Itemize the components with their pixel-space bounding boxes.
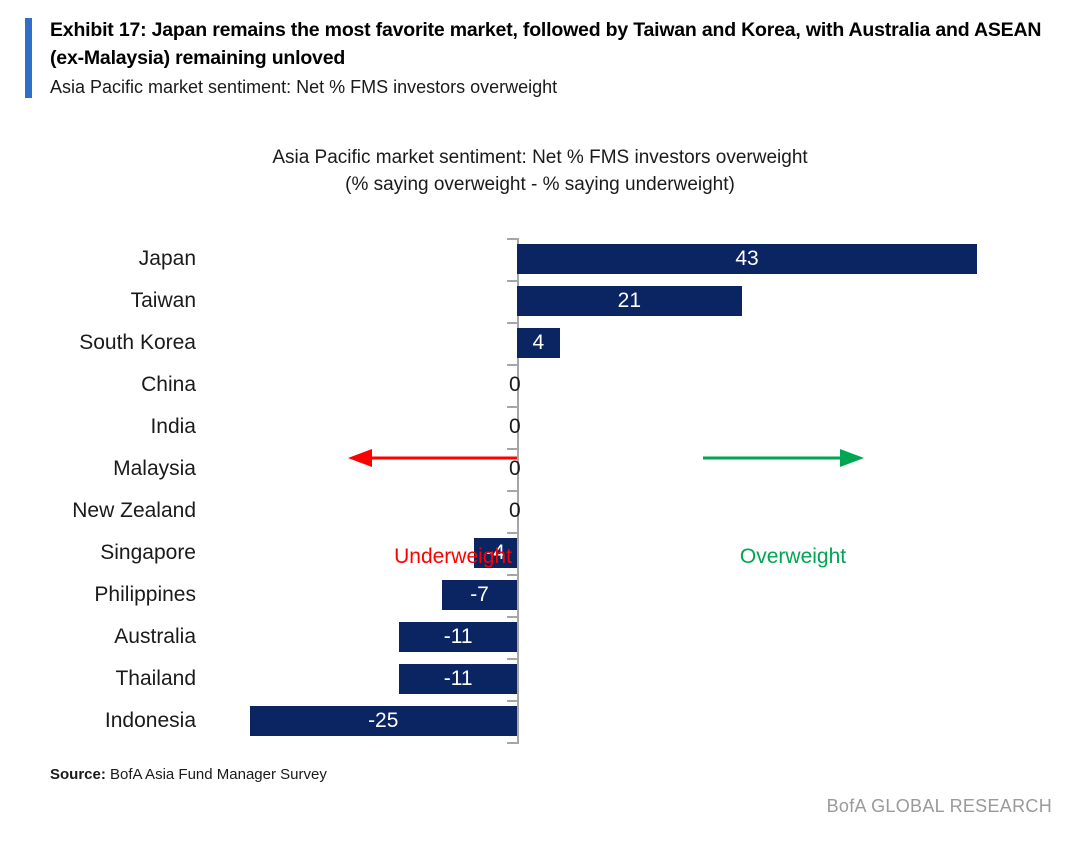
bar-row: China 0 xyxy=(0,364,1080,406)
source-label: Source: xyxy=(50,766,106,783)
category-label: Indonesia xyxy=(104,709,196,732)
bar-value-label: 0 xyxy=(509,415,521,438)
brand-line: BofA GLOBAL RESEARCH xyxy=(826,796,1052,816)
bar-value-label: 0 xyxy=(509,373,521,396)
category-label: Japan xyxy=(138,247,196,270)
exhibit-header: Exhibit 17: Japan remains the most favor… xyxy=(0,0,1080,100)
bar-value-label: -7 xyxy=(470,583,489,606)
category-label: China xyxy=(141,373,196,396)
axis-tick xyxy=(507,532,517,534)
axis-tick xyxy=(507,322,517,324)
axis-tick xyxy=(507,448,517,450)
axis-tick xyxy=(507,700,517,702)
underweight-label: Underweight xyxy=(394,545,512,568)
exhibit-subtitle: Asia Pacific market sentiment: Net % FMS… xyxy=(50,77,558,97)
chart-title-line2: (% saying overweight - % saying underwei… xyxy=(345,174,735,195)
bar[interactable] xyxy=(474,538,517,568)
source-line: Source: BofA Asia Fund Manager Survey xyxy=(50,766,327,783)
category-label: Taiwan xyxy=(130,289,196,312)
source-value: BofA Asia Fund Manager Survey xyxy=(105,766,327,783)
bar-value-label: 21 xyxy=(617,289,642,312)
bar-row: Japan 43 xyxy=(0,238,1080,280)
bar-row: Philippines -7 xyxy=(0,574,1080,616)
bar-row: Taiwan 21 xyxy=(0,280,1080,322)
bar-value-label: -11 xyxy=(443,667,473,690)
category-label: South Korea xyxy=(79,331,196,354)
axis-tick xyxy=(507,742,517,744)
bar-value-label: 43 xyxy=(735,247,759,270)
bar-value-label: -4 xyxy=(486,541,505,564)
bar-row: Thailand -11 xyxy=(0,658,1080,700)
axis-tick xyxy=(507,616,517,618)
bar[interactable] xyxy=(442,580,517,610)
bar[interactable] xyxy=(517,244,978,274)
bar[interactable] xyxy=(517,328,560,358)
bar-row: Malaysia 0 xyxy=(0,448,1080,490)
axis-tick xyxy=(507,490,517,492)
bar-row: India 0 xyxy=(0,406,1080,448)
category-label: Philippines xyxy=(94,583,196,606)
bar-value-label: 0 xyxy=(509,499,521,522)
axis-tick xyxy=(507,238,517,240)
category-label: New Zealand xyxy=(72,499,196,522)
category-label: Thailand xyxy=(115,667,196,690)
plot-area: Japan 43 Taiwan 21 South Korea 4 China 0 India 0 M… xyxy=(0,238,1080,744)
accent-bar xyxy=(25,18,32,98)
category-label: Malaysia xyxy=(113,457,196,480)
category-label: India xyxy=(150,415,196,438)
bar[interactable] xyxy=(399,664,517,694)
axis-tick xyxy=(507,406,517,408)
axis-tick xyxy=(507,574,517,576)
chart-region: Asia Pacific market sentiment: Net % FMS… xyxy=(0,128,1080,758)
category-label: Australia xyxy=(114,625,196,648)
bar-row: Singapore -4 xyxy=(0,532,1080,574)
bar-row: Australia -11 xyxy=(0,616,1080,658)
exhibit-title: Exhibit 17: Japan remains the most favor… xyxy=(50,19,1047,69)
category-label: Singapore xyxy=(100,541,196,564)
axis-tick xyxy=(507,280,517,282)
bar[interactable] xyxy=(517,286,742,316)
bar-value-label: 0 xyxy=(509,457,521,480)
axis-tick xyxy=(507,364,517,366)
header-text-block: Exhibit 17: Japan remains the most favor… xyxy=(50,16,1056,100)
bar-value-label: -25 xyxy=(368,709,399,732)
chart-title: Asia Pacific market sentiment: Net % FMS… xyxy=(0,144,1080,198)
zero-axis-line xyxy=(517,238,519,744)
bar-value-label: -11 xyxy=(443,625,473,648)
bar-row: South Korea 4 xyxy=(0,322,1080,364)
bar-row: Indonesia -25 xyxy=(0,700,1080,742)
bar[interactable] xyxy=(399,622,517,652)
bar-row: New Zealand 0 xyxy=(0,490,1080,532)
chart-title-line1: Asia Pacific market sentiment: Net % FMS… xyxy=(272,147,808,168)
axis-tick xyxy=(507,658,517,660)
bar-value-label: 4 xyxy=(532,331,545,354)
overweight-label: Overweight xyxy=(739,545,847,568)
bar[interactable] xyxy=(249,706,517,736)
